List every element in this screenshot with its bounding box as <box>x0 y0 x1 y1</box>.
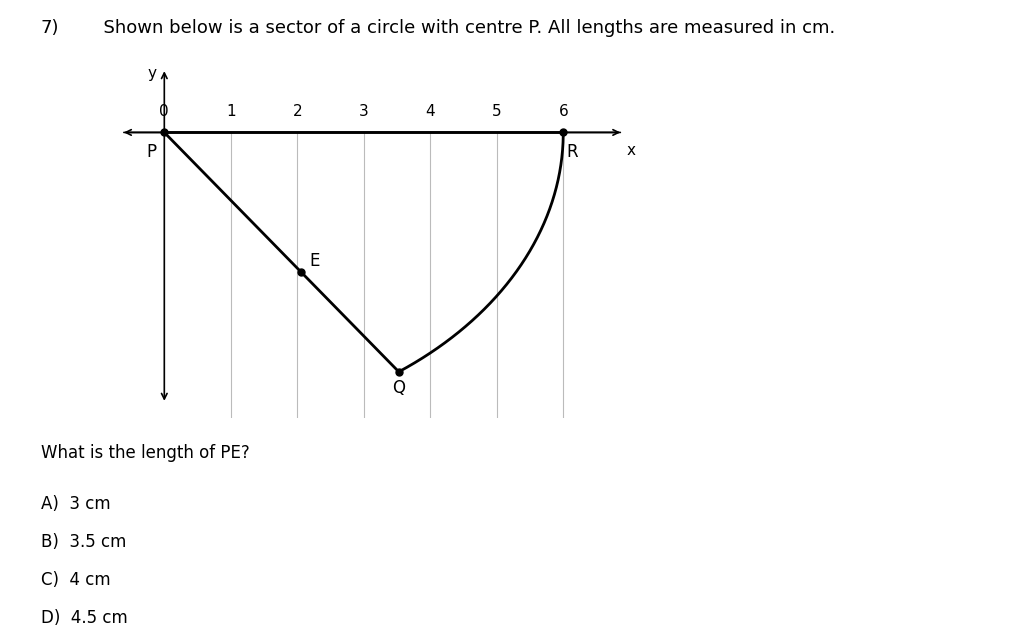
Text: Shown below is a sector of a circle with centre P. All lengths are measured in c: Shown below is a sector of a circle with… <box>92 19 836 37</box>
Text: 7): 7) <box>41 19 59 37</box>
Text: D)  4.5 cm: D) 4.5 cm <box>41 609 128 626</box>
Text: B)  3.5 cm: B) 3.5 cm <box>41 533 126 550</box>
Text: P: P <box>146 143 157 161</box>
Text: E: E <box>309 252 319 270</box>
Text: 3: 3 <box>358 103 369 119</box>
Text: R: R <box>566 143 579 161</box>
Text: 1: 1 <box>226 103 236 119</box>
Text: 6: 6 <box>558 103 568 119</box>
Text: 2: 2 <box>293 103 302 119</box>
Text: 5: 5 <box>492 103 502 119</box>
Text: y: y <box>147 66 157 81</box>
Text: 0: 0 <box>160 103 169 119</box>
Text: Q: Q <box>392 379 406 397</box>
Text: C)  4 cm: C) 4 cm <box>41 571 111 588</box>
Text: x: x <box>627 143 636 158</box>
Text: 4: 4 <box>425 103 435 119</box>
Text: A)  3 cm: A) 3 cm <box>41 495 111 512</box>
Text: What is the length of PE?: What is the length of PE? <box>41 444 250 462</box>
